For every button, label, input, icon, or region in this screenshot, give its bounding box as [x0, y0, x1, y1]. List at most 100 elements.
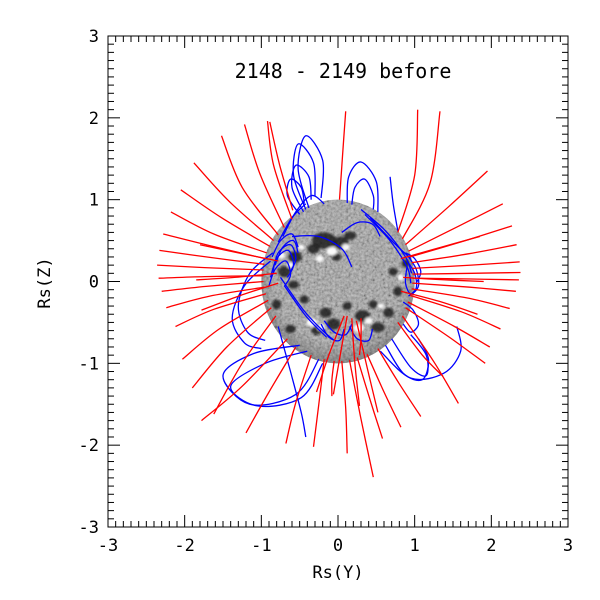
- open-field-line: [400, 235, 480, 260]
- open-field-line: [401, 111, 441, 240]
- open-field-line: [181, 299, 269, 360]
- open-field-line: [411, 244, 517, 264]
- open-field-line: [213, 315, 277, 415]
- axis-ticks: [107, 35, 569, 528]
- open-field-line: [220, 135, 279, 236]
- open-field-line: [405, 307, 486, 364]
- closed-field-line: [291, 234, 353, 268]
- open-field-line: [180, 189, 271, 247]
- y-tick-label: 0: [89, 273, 99, 293]
- open-field-line: [403, 276, 484, 283]
- closed-field-line: [282, 194, 325, 237]
- closed-field-line: [292, 143, 316, 210]
- plot-title: 2148 - 2149 before: [235, 59, 452, 83]
- open-field-line: [338, 111, 347, 200]
- closed-field-line: [297, 135, 325, 209]
- closed-field-line: [277, 326, 307, 438]
- y-axis-label: Rs(Z): [35, 257, 55, 308]
- closed-field-line: [230, 350, 324, 408]
- open-field-line: [358, 318, 362, 356]
- sun-magnetogram-disk: [261, 199, 415, 364]
- open-field-line: [412, 271, 521, 275]
- open-field-line: [159, 249, 265, 265]
- closed-field-line: [237, 252, 274, 342]
- closed-field-line: [341, 221, 381, 237]
- y-tick-label: 1: [89, 191, 99, 211]
- y-tick-labels: -3 -2 -1 0 1 2 3: [79, 27, 99, 538]
- closed-field-line: [379, 326, 462, 381]
- open-field-line: [412, 261, 520, 270]
- open-field-line: [397, 109, 419, 233]
- open-field-line: [199, 244, 279, 262]
- x-tick-label: -2: [174, 536, 194, 556]
- closed-field-line: [402, 301, 420, 333]
- open-field-line: [377, 348, 422, 417]
- open-field-line: [405, 170, 488, 246]
- open-field-line: [331, 360, 335, 397]
- open-field-line: [351, 318, 361, 406]
- closed-field-line: [283, 285, 327, 338]
- open-field-line: [408, 203, 504, 252]
- open-field-line: [411, 288, 510, 310]
- open-field-lines: [157, 109, 521, 478]
- x-tick-label: 2: [486, 536, 496, 556]
- x-tick-label: -1: [251, 536, 271, 556]
- y-tick-label: -2: [79, 436, 99, 456]
- open-field-line: [196, 272, 277, 281]
- closed-field-line: [291, 164, 312, 213]
- closed-field-line: [269, 249, 295, 278]
- closed-field-line: [364, 213, 412, 284]
- closed-field-line: [231, 260, 271, 350]
- open-field-line: [175, 293, 267, 328]
- closed-field-line: [323, 320, 353, 336]
- x-tick-labels: -3 -2 -1 0 1 2 3: [98, 536, 573, 556]
- closed-field-line: [389, 176, 399, 231]
- open-field-line: [201, 338, 288, 422]
- open-field-line: [315, 315, 345, 393]
- y-tick-label: -3: [79, 518, 99, 538]
- closed-field-line: [279, 277, 335, 341]
- open-field-line: [348, 359, 374, 478]
- open-field-line: [191, 307, 272, 389]
- open-field-line: [356, 357, 384, 439]
- open-field-line: [266, 121, 293, 220]
- closed-field-line: [369, 217, 412, 260]
- closed-field-line: [351, 178, 375, 210]
- limb-shading: [261, 199, 415, 364]
- plot-frame: [107, 35, 569, 528]
- x-axis-label: Rs(Y): [312, 563, 363, 583]
- y-tick-label: 3: [89, 27, 99, 47]
- open-field-line: [269, 121, 294, 211]
- open-field-line: [355, 320, 379, 413]
- closed-field-line: [272, 243, 297, 272]
- y-tick-label: -1: [79, 354, 99, 374]
- closed-field-line: [271, 233, 299, 258]
- open-field-line: [243, 124, 285, 228]
- x-tick-label: 3: [563, 536, 573, 556]
- open-field-line: [157, 264, 264, 271]
- open-field-line: [397, 322, 444, 377]
- open-field-line: [161, 280, 264, 292]
- open-field-line: [412, 282, 516, 292]
- open-field-line: [332, 315, 348, 395]
- open-field-line: [341, 360, 348, 454]
- open-field-line: [201, 282, 279, 311]
- open-field-line: [285, 354, 312, 444]
- open-field-line: [170, 211, 267, 254]
- open-field-line: [400, 290, 478, 315]
- closed-field-line: [406, 260, 418, 297]
- open-field-line: [409, 294, 501, 330]
- open-field-line: [245, 346, 297, 434]
- open-field-line: [407, 301, 491, 348]
- x-tick-label: 1: [410, 536, 420, 556]
- open-field-line: [312, 359, 325, 447]
- closed-field-line: [346, 161, 379, 212]
- open-field-line: [366, 354, 402, 428]
- open-field-line: [166, 286, 265, 309]
- y-tick-label: 2: [89, 109, 99, 129]
- x-tick-label: 0: [333, 536, 343, 556]
- open-field-line: [401, 315, 459, 404]
- closed-field-line: [360, 209, 413, 274]
